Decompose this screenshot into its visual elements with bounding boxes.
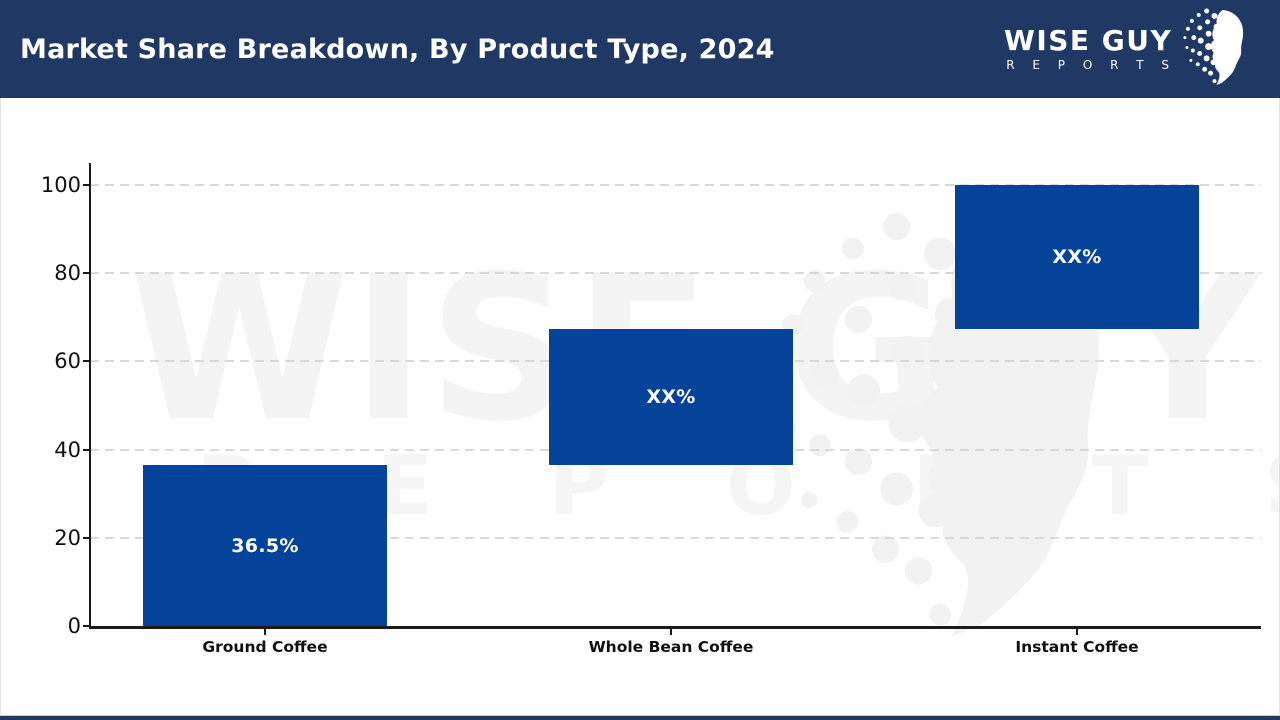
y-tick-label-20: 20 [54, 525, 81, 550]
y-tick-mark-60 [83, 360, 89, 363]
bar-value-label-ground-coffee: 36.5% [231, 534, 299, 557]
gridline-80 [90, 272, 1261, 275]
logo-subtitle: R E P O R T S [1006, 58, 1176, 72]
header-bar: Market Share Breakdown, By Product Type,… [0, 0, 1280, 98]
y-tick-label-80: 80 [54, 261, 81, 286]
gridline-20 [90, 536, 1261, 539]
chart-area: WISE GUY R E P O R T S 02040608010036.5%… [0, 98, 1280, 716]
x-tick-mark-ground-coffee [264, 629, 266, 635]
y-axis-spine [89, 162, 91, 628]
y-tick-label-60: 60 [54, 349, 81, 374]
y-tick-label-100: 100 [40, 173, 81, 197]
x-tick-mark-whole-bean-coffee [670, 629, 672, 635]
y-tick-label-40: 40 [54, 437, 81, 462]
face-logo-icon [1183, 8, 1244, 86]
bar-whole-bean-coffee: XX% [549, 329, 793, 466]
x-tick-mark-instant-coffee [1076, 629, 1078, 635]
y-tick-label-0: 0 [67, 614, 81, 638]
bar-value-label-instant-coffee: XX% [1052, 246, 1102, 269]
y-tick-mark-100 [83, 184, 89, 186]
x-category-label-ground-coffee: Ground Coffee [202, 638, 328, 656]
y-tick-mark-80 [83, 272, 89, 275]
logo-text: WISE GUY R E P O R T S [1000, 24, 1176, 72]
plot-area: 0 20 40 60 80 100 36.5% Ground Coffee XX% Whole B… [1, 98, 1279, 715]
bar-ground-coffee: 36.5% [143, 465, 387, 626]
y-tick-mark-20 [83, 536, 89, 539]
bar-value-label-whole-bean-coffee: XX% [646, 386, 696, 409]
gridline-100 [90, 184, 1261, 186]
logo-name: WISE GUY [1003, 24, 1173, 57]
page-title: Market Share Breakdown, By Product Type,… [20, 33, 775, 65]
y-tick-mark-40 [83, 448, 89, 451]
x-axis-spine [89, 626, 1261, 629]
x-category-label-instant-coffee: Instant Coffee [1015, 638, 1139, 656]
bar-instant-coffee: XX% [955, 185, 1199, 330]
x-category-label-whole-bean-coffee: Whole Bean Coffee [588, 638, 754, 656]
wiseguy-logo: WISE GUY R E P O R T S [1000, 7, 1254, 91]
footer-strip [0, 716, 1280, 720]
y-tick-mark-0 [83, 625, 89, 627]
